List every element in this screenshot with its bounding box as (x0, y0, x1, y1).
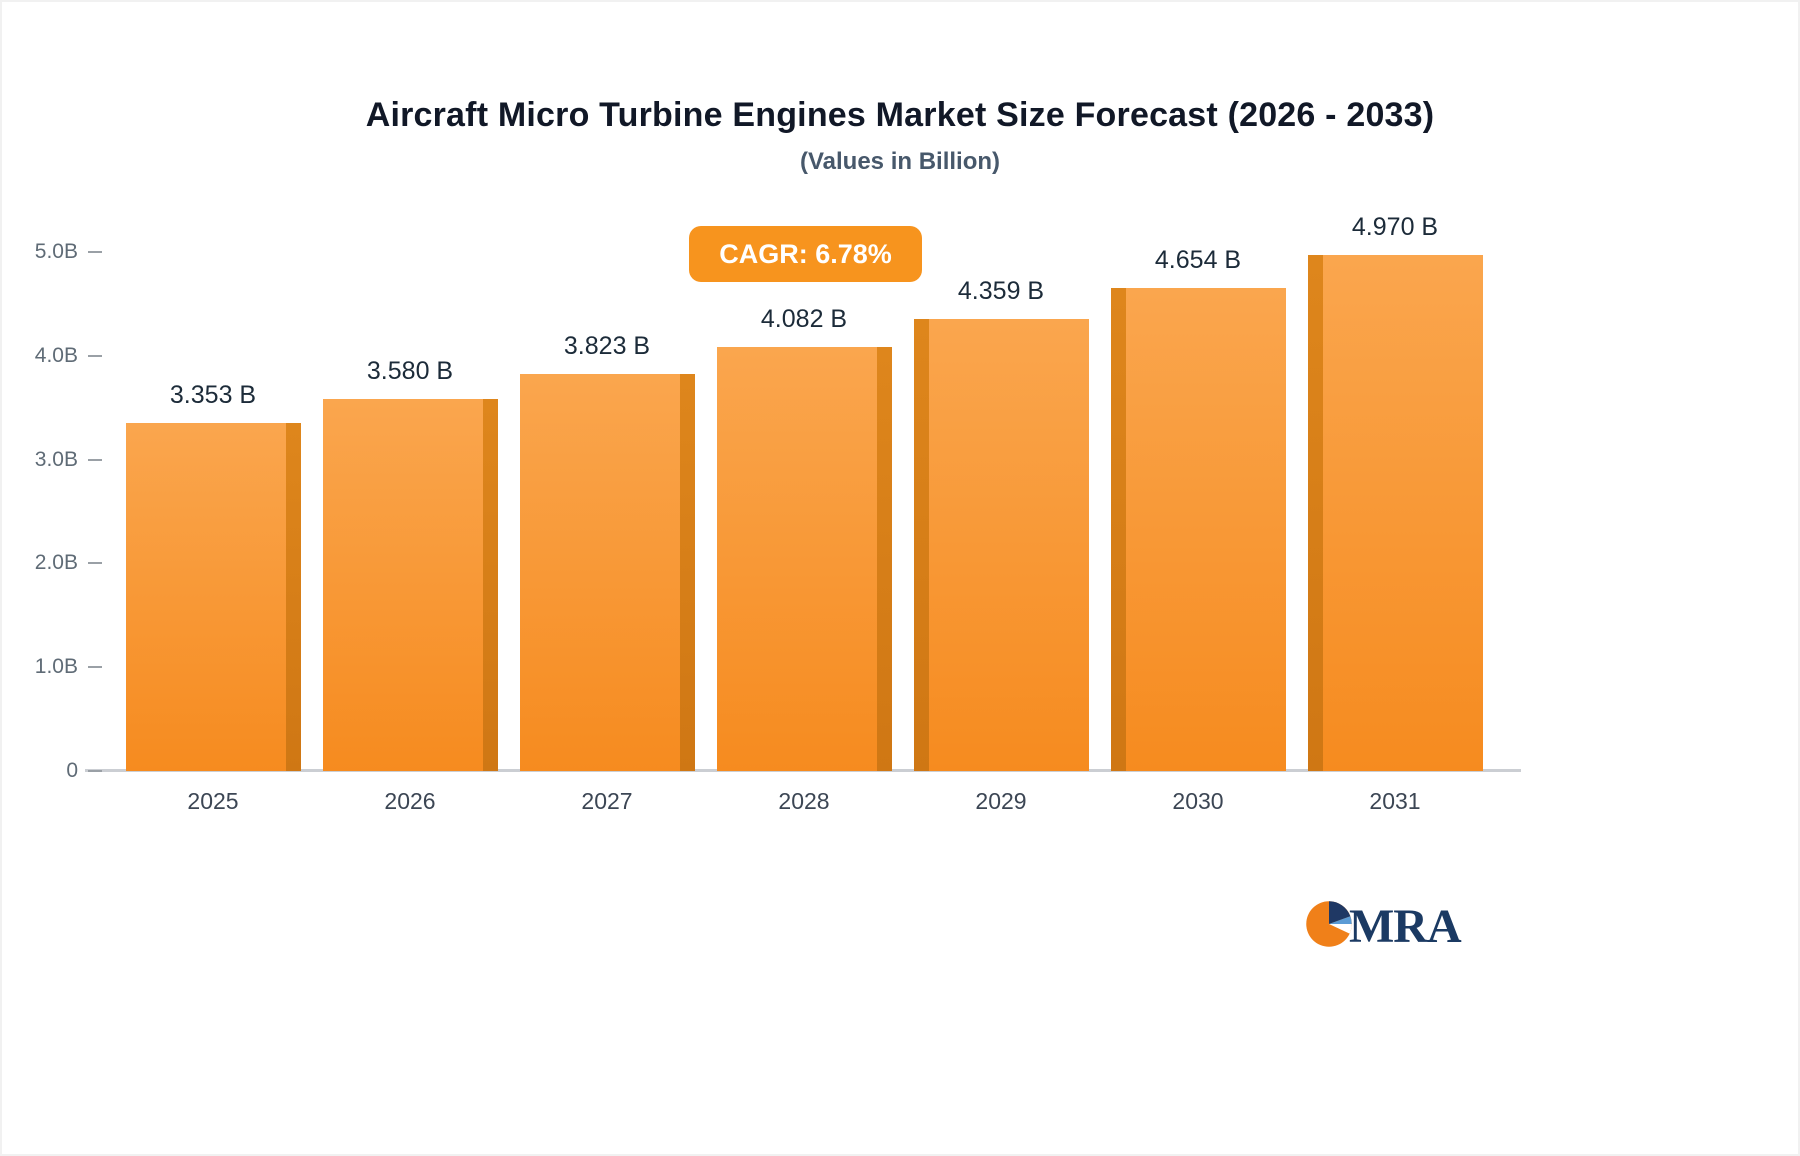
y-axis-tick-mark (88, 251, 102, 253)
bar-shadow-edge (1307, 255, 1323, 771)
logo: MRA (1303, 898, 1462, 955)
bar-value-label: 4.970 B (1351, 213, 1439, 242)
bar (1110, 287, 1286, 771)
bar-shadow-edge (913, 318, 929, 771)
y-axis-tick-label: 3.0B (34, 447, 78, 471)
y-axis-tick-mark (88, 562, 102, 565)
x-axis-label: 2029 (975, 788, 1027, 814)
x-axis-label: 2025 (187, 788, 239, 814)
y-axis-tick-label: 1.0B (34, 655, 78, 679)
bar (716, 347, 892, 771)
bar-shadow-edge (1110, 287, 1126, 771)
bar (1307, 255, 1483, 771)
cagr-badge-label: CAGR: 6.78% (719, 238, 892, 269)
bar-value-label: 4.654 B (1154, 245, 1242, 274)
bar-shadow-edge (876, 347, 892, 771)
bar-value-label: 3.580 B (366, 357, 454, 386)
y-axis-tick-label: 4.0B (34, 343, 78, 367)
bar-value-label: 4.082 B (760, 305, 848, 334)
page-title: Aircraft Micro Turbine Engines Market Si… (365, 96, 1435, 134)
x-axis-label: 2031 (1369, 788, 1421, 814)
page-subtitle: (Values in Billion) (799, 148, 1001, 175)
bar-value-label: 3.353 B (169, 380, 257, 409)
x-axis-label: 2027 (581, 788, 633, 814)
bar-value-label: 4.359 B (957, 276, 1045, 305)
bar-shadow-edge (285, 422, 301, 771)
y-axis-tick-mark (88, 354, 102, 357)
y-axis-tick-mark (88, 666, 102, 669)
y-axis-tick-mark (88, 458, 102, 461)
x-axis-label: 2028 (778, 788, 830, 814)
x-axis-label: 2026 (384, 788, 436, 814)
bar-value-label: 3.823 B (563, 332, 651, 361)
y-axis-tick-label: 2.0B (34, 551, 78, 575)
x-axis-label: 2030 (1172, 788, 1224, 814)
y-axis-tick-label: 5.0B (34, 240, 78, 263)
y-axis-tick-mark (88, 770, 102, 772)
bar (125, 422, 301, 771)
bar (519, 374, 695, 771)
cagr-badge: CAGR: 6.78% (689, 226, 922, 282)
y-axis-tick-label: 0 (66, 759, 78, 782)
bar-shadow-edge (482, 399, 498, 771)
bar (322, 399, 498, 771)
bar (913, 318, 1089, 771)
bar-shadow-edge (679, 374, 695, 771)
logo-pie-icon (1303, 898, 1355, 955)
logo-text: MRA (1349, 899, 1462, 953)
